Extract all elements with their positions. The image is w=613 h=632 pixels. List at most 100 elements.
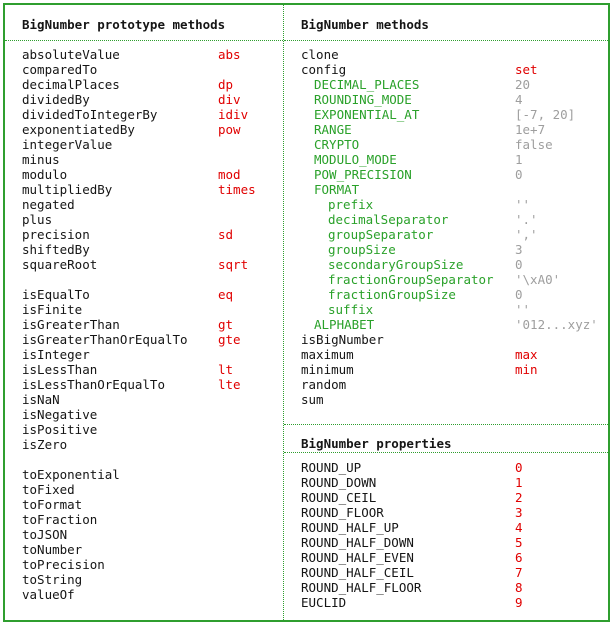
api-row-toString[interactable]: toString — [22, 572, 283, 587]
config-option-name[interactable]: CRYPTO — [314, 137, 360, 152]
api-row-toPrecision[interactable]: toPrecision — [22, 557, 283, 572]
method-name[interactable]: ROUND_FLOOR — [301, 505, 384, 520]
config-option-name[interactable]: fractionGroupSeparator — [328, 272, 494, 287]
api-row-minus[interactable]: minus — [22, 152, 283, 167]
api-row-negated[interactable]: negated — [22, 197, 283, 212]
api-row-exponentiatedBy[interactable]: exponentiatedBy pow — [22, 122, 283, 137]
api-row-ALPHABET[interactable]: ALPHABET '012...xyz' — [301, 317, 608, 332]
api-row-maximum[interactable]: maximum max — [301, 347, 608, 362]
method-name[interactable]: dividedToIntegerBy — [22, 107, 158, 122]
api-row-comparedTo[interactable]: comparedTo — [22, 62, 283, 77]
api-row-toFixed[interactable]: toFixed — [22, 482, 283, 497]
method-name[interactable]: dividedBy — [22, 92, 90, 107]
api-row-ROUND_DOWN[interactable]: ROUND_DOWN 1 — [301, 475, 608, 490]
api-row-isZero[interactable]: isZero — [22, 437, 283, 452]
config-option-name[interactable]: DECIMAL_PLACES — [314, 77, 420, 92]
method-name[interactable]: config — [301, 62, 347, 77]
config-option-name[interactable]: secondaryGroupSize — [328, 257, 464, 272]
method-name[interactable]: toString — [22, 572, 83, 587]
method-name[interactable]: random — [301, 377, 347, 392]
config-option-name[interactable]: groupSize — [328, 242, 396, 257]
api-row-modulo[interactable]: modulo mod — [22, 167, 283, 182]
method-name[interactable]: shiftedBy — [22, 242, 90, 257]
config-option-name[interactable]: FORMAT — [314, 182, 360, 197]
config-option-name[interactable]: fractionGroupSize — [328, 287, 456, 302]
config-option-name[interactable]: POW_PRECISION — [314, 167, 412, 182]
api-row-isNegative[interactable]: isNegative — [22, 407, 283, 422]
method-name[interactable]: isInteger — [22, 347, 90, 362]
method-name[interactable]: isBigNumber — [301, 332, 384, 347]
method-name[interactable]: integerValue — [22, 137, 113, 152]
method-name[interactable]: isPositive — [22, 422, 98, 437]
api-row-multipliedBy[interactable]: multipliedBy times — [22, 182, 283, 197]
api-row-ROUND_CEIL[interactable]: ROUND_CEIL 2 — [301, 490, 608, 505]
api-row-ROUND_HALF_EVEN[interactable]: ROUND_HALF_EVEN 6 — [301, 550, 608, 565]
method-name[interactable]: toJSON — [22, 527, 68, 542]
api-row-isLessThanOrEqualTo[interactable]: isLessThanOrEqualTo lte — [22, 377, 283, 392]
method-name[interactable]: ROUND_HALF_DOWN — [301, 535, 414, 550]
api-row-ROUND_HALF_FLOOR[interactable]: ROUND_HALF_FLOOR 8 — [301, 580, 608, 595]
method-name[interactable]: absoluteValue — [22, 47, 120, 62]
api-row-ROUND_HALF_DOWN[interactable]: ROUND_HALF_DOWN 5 — [301, 535, 608, 550]
api-row-MODULO_MODE[interactable]: MODULO_MODE 1 — [301, 152, 608, 167]
api-row-EXPONENTIAL_AT[interactable]: EXPONENTIAL_AT [-7, 20] — [301, 107, 608, 122]
config-option-name[interactable]: RANGE — [314, 122, 352, 137]
api-row-prefix[interactable]: prefix '' — [301, 197, 608, 212]
api-row-isBigNumber[interactable]: isBigNumber — [301, 332, 608, 347]
api-row-secondaryGroupSize[interactable]: secondaryGroupSize 0 — [301, 257, 608, 272]
method-name[interactable]: negated — [22, 197, 75, 212]
api-row-minimum[interactable]: minimum min — [301, 362, 608, 377]
api-row-DECIMAL_PLACES[interactable]: DECIMAL_PLACES 20 — [301, 77, 608, 92]
api-row-sum[interactable]: sum — [301, 392, 608, 407]
api-row-absoluteValue[interactable]: absoluteValue abs — [22, 47, 283, 62]
api-row-dividedBy[interactable]: dividedBy div — [22, 92, 283, 107]
api-row-CRYPTO[interactable]: CRYPTO false — [301, 137, 608, 152]
api-row-ROUND_FLOOR[interactable]: ROUND_FLOOR 3 — [301, 505, 608, 520]
method-name[interactable]: squareRoot — [22, 257, 98, 272]
method-name[interactable]: toFraction — [22, 512, 98, 527]
api-row-dividedToIntegerBy[interactable]: dividedToIntegerBy idiv — [22, 107, 283, 122]
method-name[interactable]: isZero — [22, 437, 68, 452]
api-row-config[interactable]: config set — [301, 62, 608, 77]
config-option-name[interactable]: groupSeparator — [328, 227, 434, 242]
method-name[interactable]: exponentiatedBy — [22, 122, 135, 137]
method-name[interactable]: modulo — [22, 167, 68, 182]
method-name[interactable]: sum — [301, 392, 324, 407]
api-row-toFraction[interactable]: toFraction — [22, 512, 283, 527]
method-name[interactable]: ROUND_HALF_EVEN — [301, 550, 414, 565]
api-row-isNaN[interactable]: isNaN — [22, 392, 283, 407]
method-name[interactable]: isFinite — [22, 302, 83, 317]
method-name[interactable]: isLessThanOrEqualTo — [22, 377, 165, 392]
method-name[interactable]: toFormat — [22, 497, 83, 512]
method-name[interactable]: ROUND_UP — [301, 460, 362, 475]
api-row-isFinite[interactable]: isFinite — [22, 302, 283, 317]
api-row-ROUND_UP[interactable]: ROUND_UP 0 — [301, 460, 608, 475]
api-row-POW_PRECISION[interactable]: POW_PRECISION 0 — [301, 167, 608, 182]
api-row-isGreaterThan[interactable]: isGreaterThan gt — [22, 317, 283, 332]
method-name[interactable]: decimalPlaces — [22, 77, 120, 92]
api-row-ROUND_HALF_CEIL[interactable]: ROUND_HALF_CEIL 7 — [301, 565, 608, 580]
api-row-isLessThan[interactable]: isLessThan lt — [22, 362, 283, 377]
config-option-name[interactable]: suffix — [328, 302, 374, 317]
api-row-clone[interactable]: clone — [301, 47, 608, 62]
api-row-valueOf[interactable]: valueOf — [22, 587, 283, 602]
api-row-isEqualTo[interactable]: isEqualTo eq — [22, 287, 283, 302]
api-row-decimalPlaces[interactable]: decimalPlaces dp — [22, 77, 283, 92]
method-name[interactable]: toPrecision — [22, 557, 105, 572]
api-row-groupSize[interactable]: groupSize 3 — [301, 242, 608, 257]
api-row-random[interactable]: random — [301, 377, 608, 392]
api-row-RANGE[interactable]: RANGE 1e+7 — [301, 122, 608, 137]
config-option-name[interactable]: MODULO_MODE — [314, 152, 397, 167]
method-name[interactable]: maximum — [301, 347, 354, 362]
api-row-toFormat[interactable]: toFormat — [22, 497, 283, 512]
api-row-ROUNDING_MODE[interactable]: ROUNDING_MODE 4 — [301, 92, 608, 107]
method-name[interactable]: precision — [22, 227, 90, 242]
config-option-name[interactable]: ROUNDING_MODE — [314, 92, 412, 107]
api-row-plus[interactable]: plus — [22, 212, 283, 227]
method-name[interactable]: ROUND_HALF_CEIL — [301, 565, 414, 580]
config-option-name[interactable]: ALPHABET — [314, 317, 375, 332]
config-option-name[interactable]: prefix — [328, 197, 374, 212]
api-row-isInteger[interactable]: isInteger — [22, 347, 283, 362]
api-row-fractionGroupSeparator[interactable]: fractionGroupSeparator '\xA0' — [301, 272, 608, 287]
method-name[interactable]: toNumber — [22, 542, 83, 557]
